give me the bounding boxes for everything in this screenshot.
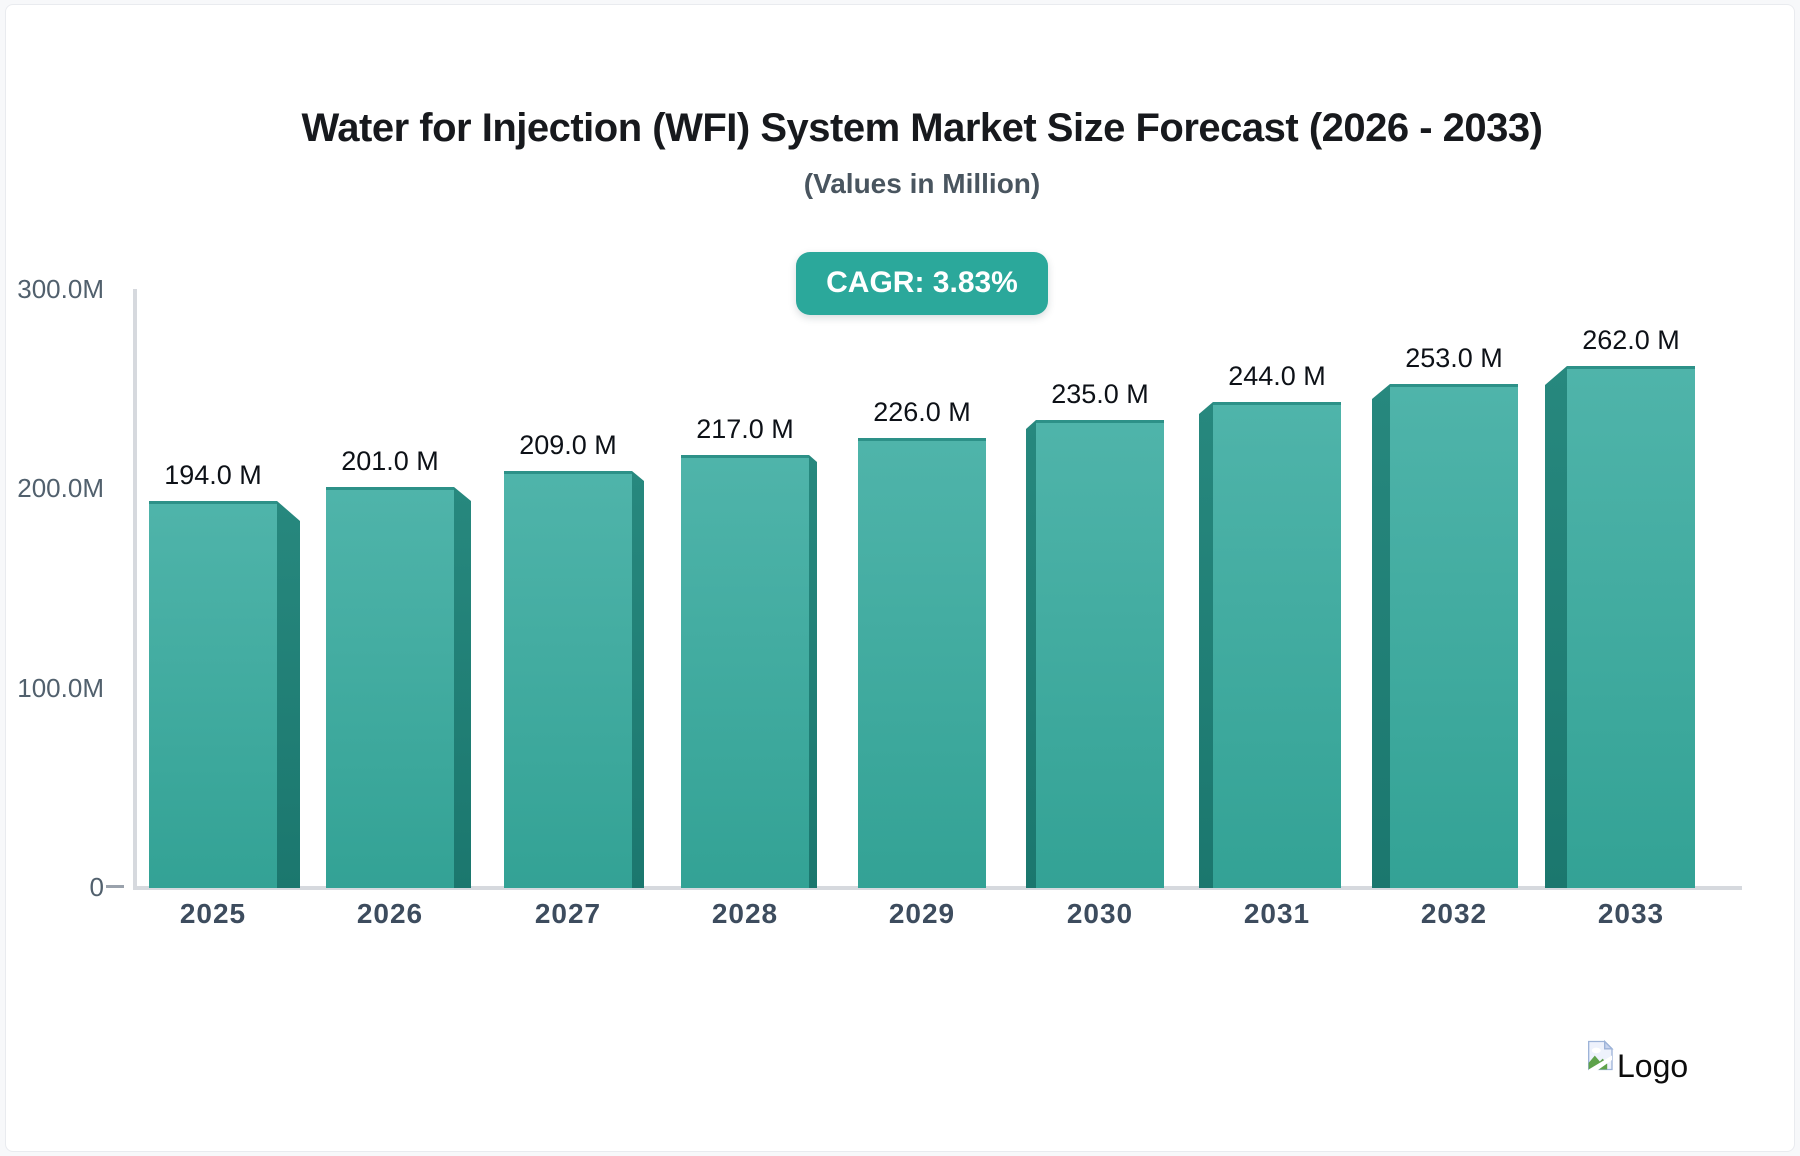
bar-2027-side-face [632, 471, 644, 888]
bar-2025-side-face [277, 501, 300, 888]
y-tick-label-100: 100.0M [17, 673, 104, 703]
x-axis-label: 2027 [534, 898, 602, 929]
bar-2031[interactable] [1213, 402, 1341, 888]
bar-value-label: 194.0 M [164, 460, 262, 490]
bar-2032[interactable] [1390, 384, 1518, 888]
bar-value-label: 209.0 M [519, 430, 617, 460]
bar-2031-side-face [1199, 402, 1213, 888]
broken-image-icon [1588, 1039, 1614, 1072]
bar-2030-side-face [1026, 420, 1036, 888]
bar-value-label: 217.0 M [696, 414, 794, 444]
bar-2029[interactable] [858, 438, 986, 888]
bar-2028-side-face [809, 455, 817, 888]
x-axis-label: 2033 [1597, 898, 1665, 929]
bar-2027[interactable] [504, 471, 632, 888]
logo-placeholder: Logo [1584, 1039, 1688, 1083]
bar-value-label: 244.0 M [1228, 361, 1326, 391]
x-axis-label: 2026 [356, 898, 424, 929]
cagr-badge-row: CAGR: 3.83% [133, 252, 1711, 315]
x-axis-label: 2030 [1066, 898, 1134, 929]
cagr-badge: CAGR: 3.83% [796, 252, 1048, 315]
y-tick-label-200: 200.0M [17, 473, 104, 503]
y-axis-line [133, 289, 137, 888]
chart-title: Water for Injection (WFI) System Market … [301, 106, 1543, 150]
bar-2026[interactable] [326, 487, 454, 888]
x-axis-label: 2028 [711, 898, 779, 929]
bar-value-label: 253.0 M [1405, 343, 1503, 373]
bar-2033-side-face [1545, 366, 1567, 888]
bar-2032-side-face [1372, 384, 1390, 888]
chart-subtitle: (Values in Million) [803, 168, 1041, 199]
x-axis-label: 2031 [1243, 898, 1311, 929]
bar-value-label: 262.0 M [1582, 325, 1680, 355]
zero-tick-mark [106, 885, 124, 888]
y-tick-label-300: 300.0M [17, 274, 104, 304]
y-tick-label-0: 0 [89, 872, 104, 902]
bar-2033[interactable] [1567, 366, 1695, 888]
x-axis-label: 2025 [179, 898, 247, 929]
bar-2025[interactable] [149, 501, 277, 888]
bar-2028[interactable] [681, 455, 809, 888]
x-axis-label: 2032 [1420, 898, 1488, 929]
bar-value-label: 235.0 M [1051, 379, 1149, 409]
bar-2026-side-face [454, 487, 471, 888]
bar-2030[interactable] [1036, 420, 1164, 888]
bar-value-label: 226.0 M [873, 397, 971, 427]
logo-alt-text: Logo [1617, 1048, 1689, 1084]
x-axis-label: 2029 [888, 898, 956, 929]
bar-value-label: 201.0 M [341, 446, 439, 476]
x-axis-line [133, 886, 1742, 890]
